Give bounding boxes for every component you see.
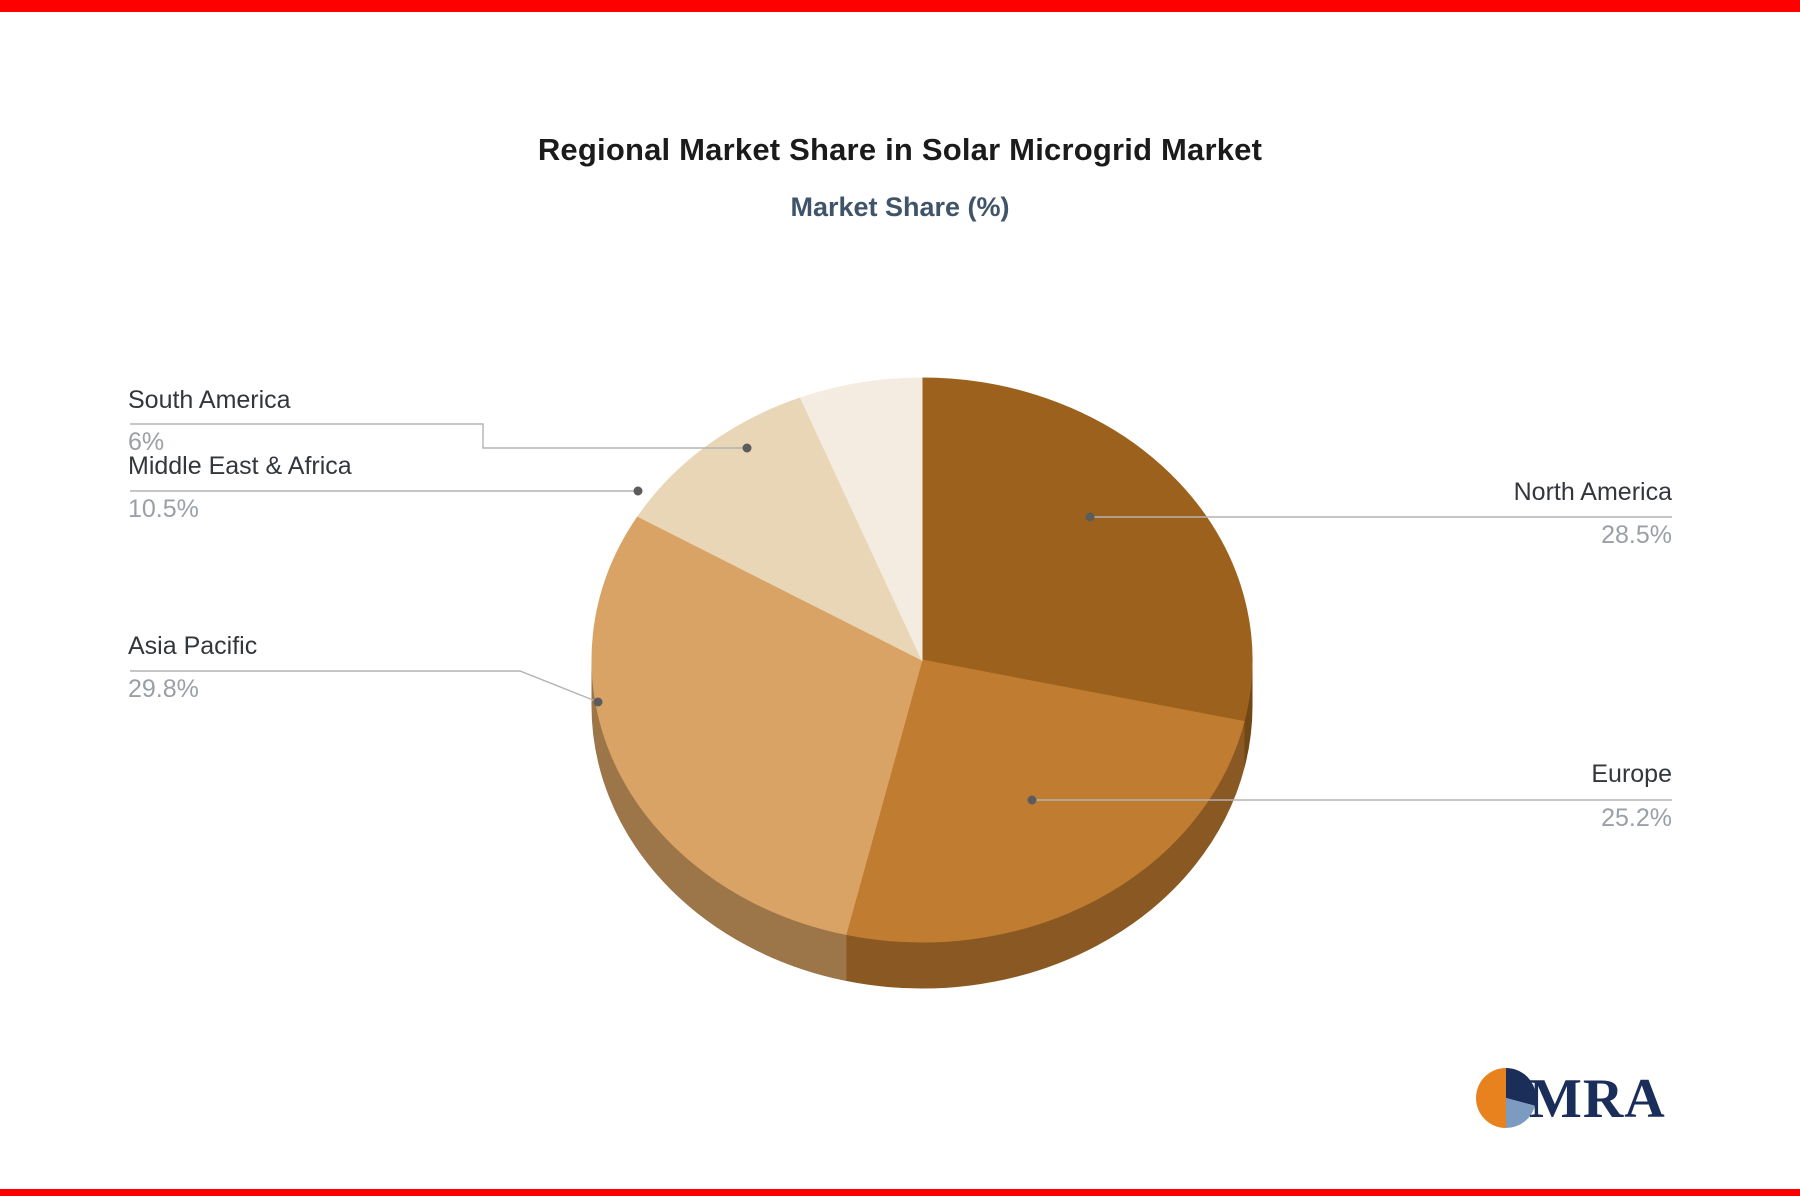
slice-value-middle-east-africa: 10.5% — [128, 495, 199, 523]
pie-slice-asia-pacific — [591, 515, 923, 935]
leader-dot-south-america — [742, 443, 752, 453]
leader-dot-north-america — [1085, 512, 1095, 522]
mra-logo: MRA — [1472, 1056, 1682, 1140]
slice-value-europe: 25.2% — [1601, 804, 1672, 832]
pie-slice-middle-east-africa — [637, 397, 924, 662]
slice-label-asia-pacific: Asia Pacific — [128, 632, 258, 660]
pie-slice-north-america — [921, 377, 1253, 723]
slice-label-europe: Europe — [1591, 760, 1672, 788]
bottom-accent-bar — [0, 1189, 1800, 1196]
leader-line-south-america — [130, 423, 747, 449]
logo-orange-sector — [1476, 1068, 1506, 1128]
slice-value-north-america: 28.5% — [1601, 521, 1672, 549]
slice-value-south-america: 6% — [128, 428, 165, 456]
leader-dot-europe — [1027, 795, 1037, 805]
logo-blue-sector — [1506, 1098, 1535, 1128]
top-accent-bar — [0, 0, 1800, 12]
slice-label-south-america: South America — [128, 386, 291, 414]
pie-slice-south-america — [799, 377, 923, 661]
leader-dot-asia-pacific — [593, 697, 603, 707]
leader-dot-middle-east-africa — [633, 486, 643, 496]
chart-subtitle: Market Share (%) — [790, 192, 1010, 222]
slice-label-north-america: North America — [1513, 478, 1672, 506]
chart-title: Regional Market Share in Solar Microgrid… — [537, 132, 1263, 167]
logo-navy-sector — [1506, 1068, 1537, 1106]
mra-logo-text: MRA — [1529, 1068, 1666, 1130]
mra-logo-icon — [1476, 1068, 1537, 1128]
leader-line-asia-pacific — [130, 670, 599, 703]
slice-label-middle-east-africa: Middle East & Africa — [128, 452, 352, 480]
pie-slice-europe — [845, 659, 1245, 943]
mra-logo-canvas: MRA — [1476, 1068, 1666, 1130]
slice-value-asia-pacific: 29.8% — [128, 675, 199, 703]
